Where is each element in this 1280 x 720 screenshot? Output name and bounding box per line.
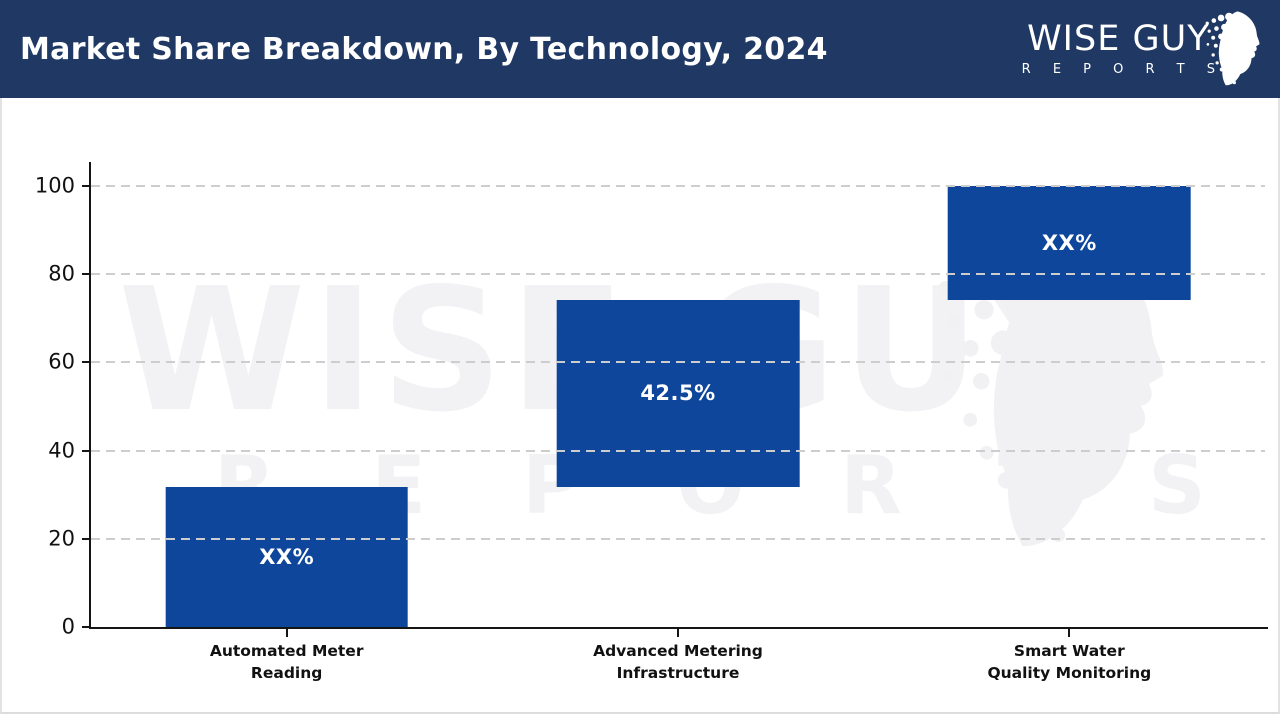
gridline-80 [91, 273, 1265, 276]
gridline-40 [91, 449, 1265, 452]
wiseguy-face-icon [1205, 11, 1260, 86]
wiseguy-logo: WISE GUY R E P O R T S [1013, 6, 1264, 92]
x-axis-tick [1068, 629, 1071, 637]
bar-value-label: XX% [259, 545, 315, 570]
logo-subtitle: R E P O R T S [1021, 61, 1224, 77]
y-axis-tick [82, 537, 91, 540]
plot-area: 0 20 40 60 80 100 XX% Automated Meter Reading 42… [35, 175, 1265, 682]
x-axis-tick [677, 629, 679, 637]
x-axis-spine [89, 627, 1268, 629]
bar-value-label: 42.5% [640, 381, 716, 406]
gridline-60 [91, 361, 1265, 364]
x-category-label: Advanced Metering Infrastructure [593, 642, 763, 682]
x-axis-tick [285, 629, 288, 637]
y-axis-tick [82, 449, 91, 452]
y-axis-tick-label: 40 [48, 438, 75, 463]
y-axis-tick [82, 273, 91, 276]
gridline-20 [91, 537, 1265, 540]
y-axis-tick [82, 626, 91, 628]
chart-canvas: WISE GUY R E P O R T S 020406080100XX%Au… [0, 98, 1280, 714]
y-axis-spine [89, 162, 91, 629]
waterfall-bar: XX% [165, 487, 408, 627]
page-title: Market Share Breakdown, By Technology, 2… [20, 31, 828, 67]
waterfall-bar: 42.5% [556, 299, 800, 488]
y-axis-tick-label: 0 [61, 614, 75, 639]
gridline-100 [91, 185, 1265, 187]
logo-wordmark: WISE GUY [1027, 18, 1210, 59]
y-axis-tick-label: 80 [48, 261, 75, 286]
y-axis-tick-label: 60 [48, 349, 75, 374]
bar-value-label: XX% [1041, 230, 1097, 255]
y-axis-tick [82, 361, 91, 364]
y-axis-tick-label: 20 [48, 526, 75, 551]
waterfall-bar: XX% [948, 186, 1191, 300]
logo-text: WISE GUY R E P O R T S [1013, 18, 1224, 77]
y-axis-tick-label: 100 [34, 173, 75, 198]
header-banner: Market Share Breakdown, By Technology, 2… [0, 0, 1280, 98]
x-category-label: Smart Water Quality Monitoring [987, 642, 1152, 682]
x-category-label: Automated Meter Reading [209, 642, 364, 682]
y-axis-tick [82, 185, 91, 187]
